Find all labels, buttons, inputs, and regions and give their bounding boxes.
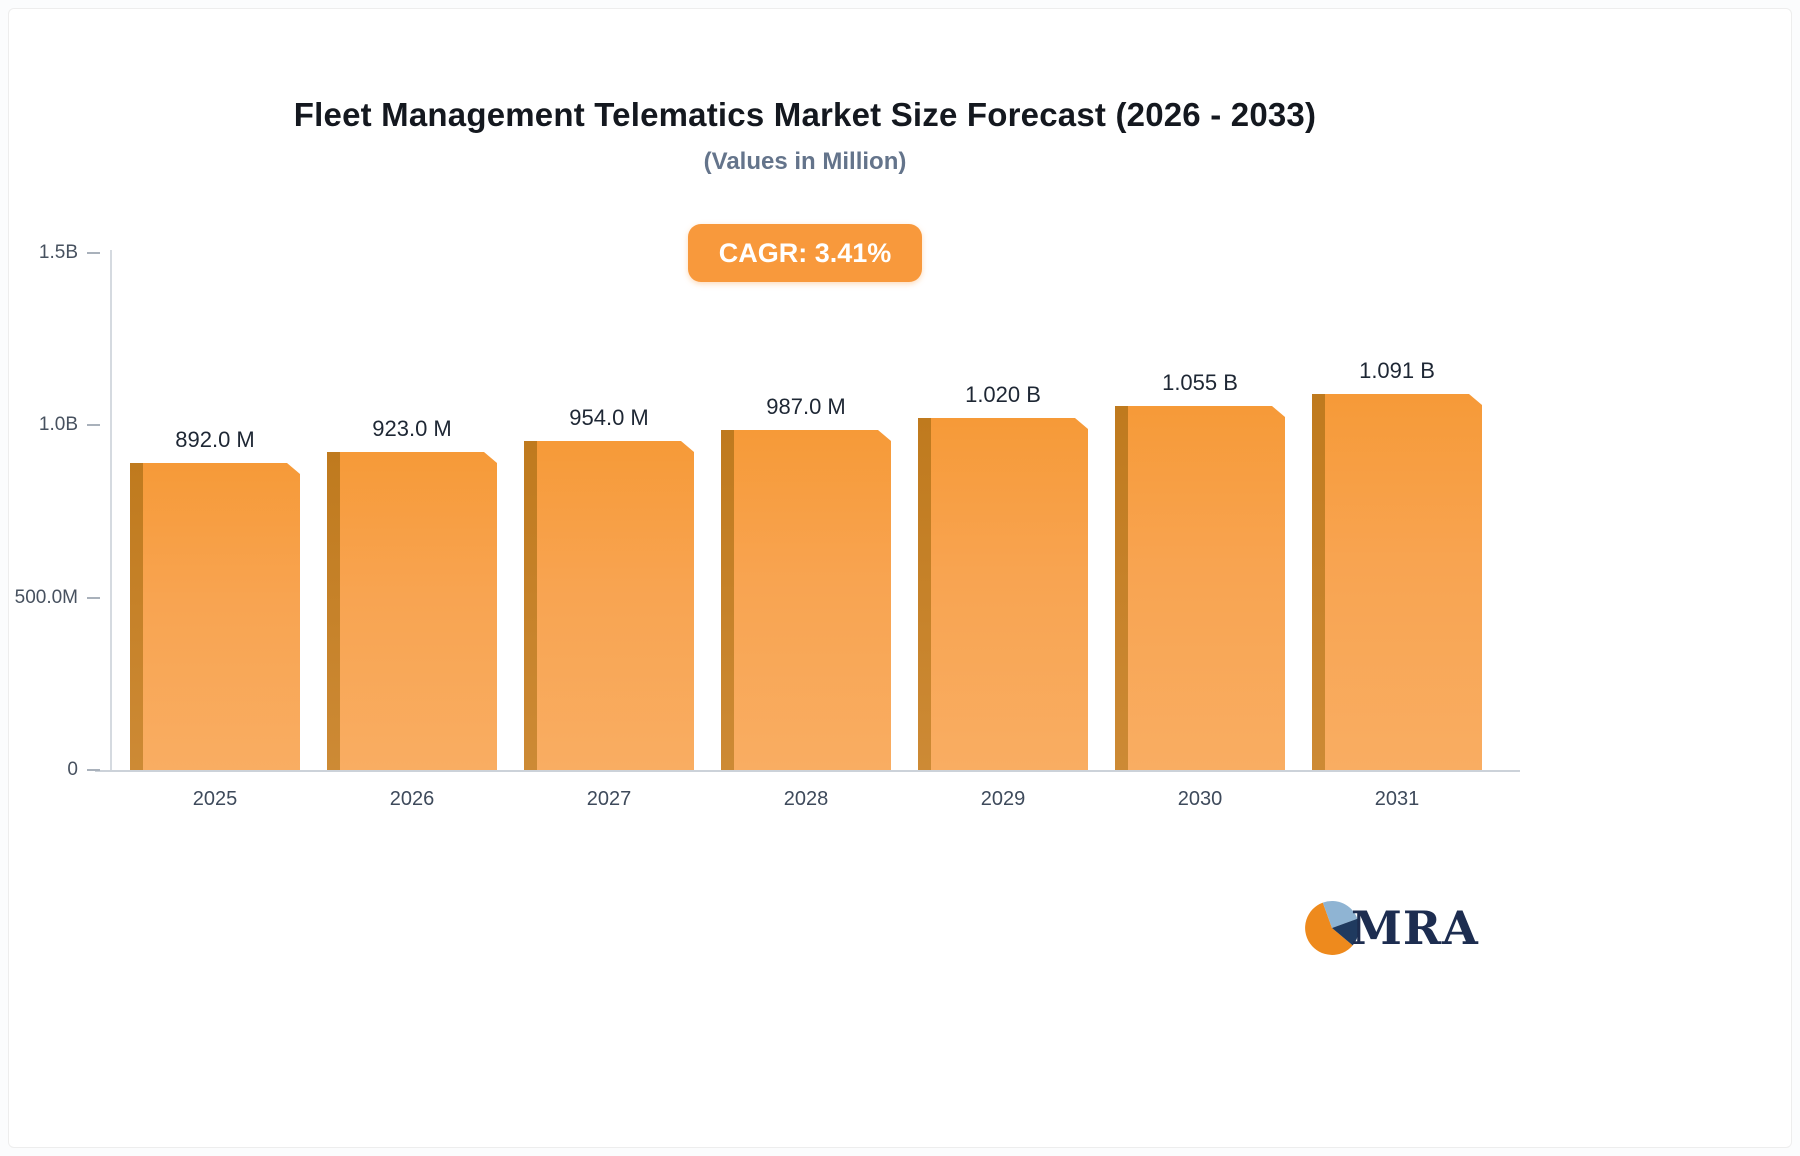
bar-left-shade bbox=[721, 430, 734, 770]
chart-subtitle: (Values in Million) bbox=[703, 148, 907, 175]
bar-2030 bbox=[1115, 406, 1285, 770]
logo-pie-icon bbox=[1305, 900, 1360, 955]
bar-value-label: 892.0 M bbox=[175, 427, 255, 452]
bar-value-label: 1.055 B bbox=[1162, 370, 1238, 395]
bar-2025 bbox=[130, 463, 300, 770]
bar-2031 bbox=[1312, 394, 1482, 770]
y-axis-tick-label: 1.0B bbox=[38, 414, 78, 436]
bar-2026 bbox=[327, 452, 497, 770]
bar-left-shade bbox=[130, 463, 143, 770]
x-axis-tick-label: 2031 bbox=[1374, 788, 1420, 810]
logo-pie-orange-slice bbox=[1305, 902, 1353, 955]
x-axis-line bbox=[95, 770, 1520, 772]
bar-value-label: 954.0 M bbox=[569, 405, 649, 430]
bar-left-shade bbox=[1115, 406, 1128, 770]
cagr-badge: CAGR: 3.41% bbox=[688, 224, 922, 282]
bar-value-label: 987.0 M bbox=[766, 394, 846, 419]
logo-pie-blue-slice bbox=[1322, 900, 1358, 928]
y-axis-tick-mark bbox=[87, 769, 100, 771]
chart-card bbox=[8, 8, 1792, 1148]
bar-2027 bbox=[524, 441, 694, 770]
x-axis-tick-label: 2025 bbox=[192, 788, 238, 810]
y-axis-tick-mark bbox=[87, 596, 100, 599]
y-axis-tick-label: 500.0M bbox=[14, 586, 78, 608]
y-axis-tick-label: 1.5B bbox=[38, 242, 78, 263]
chart-title: Fleet Management Telematics Market Size … bbox=[293, 96, 1317, 133]
company-logo: MRA bbox=[1300, 896, 1479, 960]
bar-left-shade bbox=[918, 418, 931, 770]
logo-text: MRA bbox=[1351, 901, 1479, 955]
bar-value-label: 1.091 B bbox=[1359, 358, 1435, 383]
y-axis-line bbox=[110, 250, 112, 772]
bar-2028 bbox=[721, 430, 891, 770]
bar-left-shade bbox=[524, 441, 537, 770]
bar-2029 bbox=[918, 418, 1088, 770]
y-axis-tick-mark bbox=[87, 424, 100, 427]
logo-pie-navy-slice bbox=[1332, 918, 1360, 946]
x-axis-tick-label: 2027 bbox=[586, 788, 632, 810]
bar-value-label: 1.020 B bbox=[965, 382, 1041, 407]
y-axis-tick-label: 0 bbox=[67, 759, 78, 780]
x-axis-tick-label: 2028 bbox=[783, 788, 829, 810]
y-axis-tick-mark bbox=[87, 252, 100, 254]
bar-left-shade bbox=[327, 452, 340, 770]
x-axis-tick-label: 2029 bbox=[980, 788, 1026, 810]
bar-left-shade bbox=[1312, 394, 1325, 770]
bar-value-label: 923.0 M bbox=[372, 416, 452, 441]
x-axis-tick-label: 2030 bbox=[1177, 788, 1223, 810]
x-axis-tick-label: 2026 bbox=[389, 788, 435, 810]
